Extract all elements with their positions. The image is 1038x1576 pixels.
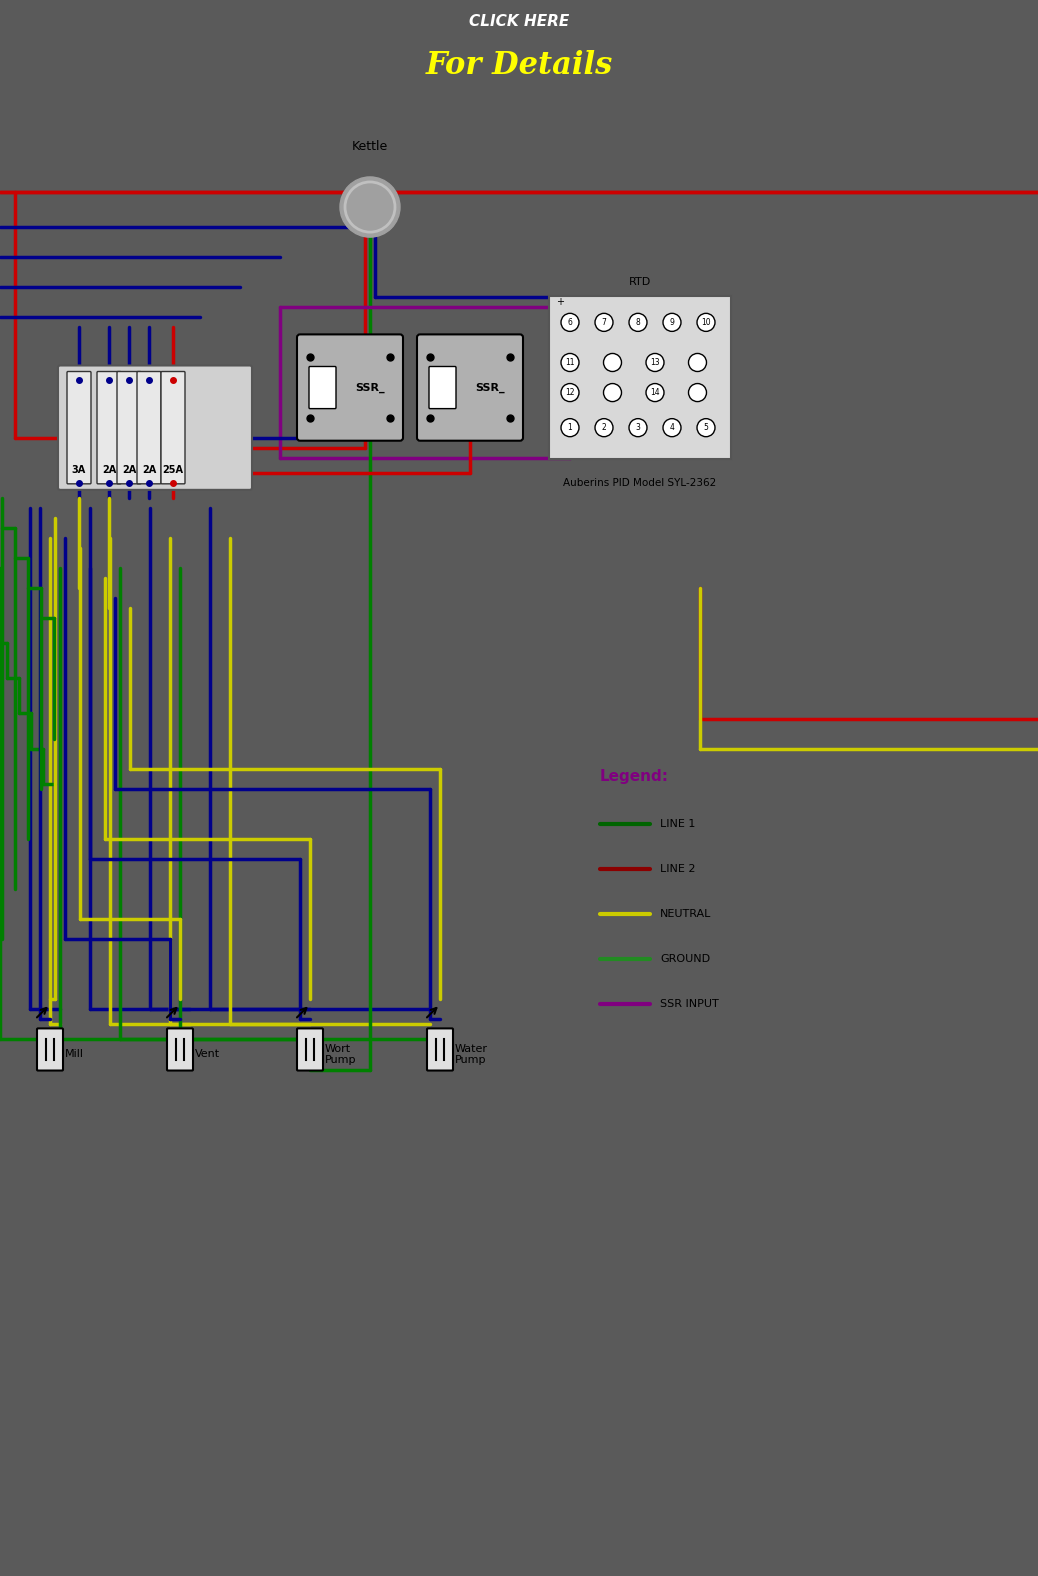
Text: For Details: For Details [426,49,612,80]
Circle shape [688,383,707,402]
Circle shape [629,314,647,331]
FancyBboxPatch shape [309,367,336,408]
Text: LINE 1: LINE 1 [660,820,695,829]
Circle shape [340,177,400,236]
Text: 7: 7 [602,318,606,326]
Text: 5: 5 [704,424,709,432]
FancyBboxPatch shape [297,334,403,441]
FancyBboxPatch shape [37,1029,63,1070]
Circle shape [629,419,647,437]
Text: Mill: Mill [65,1050,84,1059]
FancyBboxPatch shape [417,334,523,441]
Text: 11: 11 [566,358,575,367]
FancyBboxPatch shape [167,1029,193,1070]
Text: 2A: 2A [121,465,136,474]
Text: 2: 2 [602,424,606,432]
Text: 8: 8 [635,318,640,326]
Circle shape [696,419,715,437]
Circle shape [595,314,613,331]
Text: SSR INPUT: SSR INPUT [660,999,718,1009]
Circle shape [603,383,622,402]
Text: 25A: 25A [163,465,184,474]
Text: 9: 9 [670,318,675,326]
FancyBboxPatch shape [67,372,91,484]
Text: Wort
Pump: Wort Pump [325,1043,356,1065]
FancyBboxPatch shape [117,372,141,484]
Circle shape [595,419,613,437]
Text: 1: 1 [568,424,572,432]
Text: 3A: 3A [72,465,86,474]
Text: 3: 3 [635,424,640,432]
Text: Legend:: Legend: [600,769,670,783]
Text: +: + [556,298,564,307]
Circle shape [561,419,579,437]
Text: 10: 10 [702,318,711,326]
Text: SSR_: SSR_ [355,383,385,392]
FancyBboxPatch shape [429,367,456,408]
FancyBboxPatch shape [297,1029,323,1070]
Text: NEUTRAL: NEUTRAL [660,909,711,919]
Circle shape [696,314,715,331]
Text: LINE 2: LINE 2 [660,864,695,875]
Text: Auberins PID Model SYL-2362: Auberins PID Model SYL-2362 [564,478,716,489]
FancyBboxPatch shape [427,1029,453,1070]
Circle shape [646,353,664,372]
Circle shape [688,353,707,372]
FancyBboxPatch shape [161,372,185,484]
Circle shape [561,383,579,402]
Text: 12: 12 [566,388,575,397]
Text: 4: 4 [670,424,675,432]
FancyBboxPatch shape [137,372,161,484]
Text: Kettle: Kettle [352,140,388,153]
Text: 2A: 2A [102,465,116,474]
Circle shape [561,314,579,331]
FancyBboxPatch shape [549,296,731,459]
Text: RTD: RTD [629,277,651,287]
Circle shape [663,419,681,437]
Circle shape [603,353,622,372]
Text: 14: 14 [650,388,660,397]
Circle shape [663,314,681,331]
Circle shape [646,383,664,402]
Text: 2A: 2A [142,465,156,474]
Text: GROUND: GROUND [660,953,710,965]
Text: CLICK HERE: CLICK HERE [469,14,569,30]
Text: 13: 13 [650,358,660,367]
Circle shape [561,353,579,372]
Text: SSR_: SSR_ [475,383,504,392]
Text: Vent: Vent [195,1050,220,1059]
Text: Water
Pump: Water Pump [455,1043,488,1065]
FancyBboxPatch shape [58,366,252,490]
Text: 6: 6 [568,318,572,326]
FancyBboxPatch shape [97,372,121,484]
